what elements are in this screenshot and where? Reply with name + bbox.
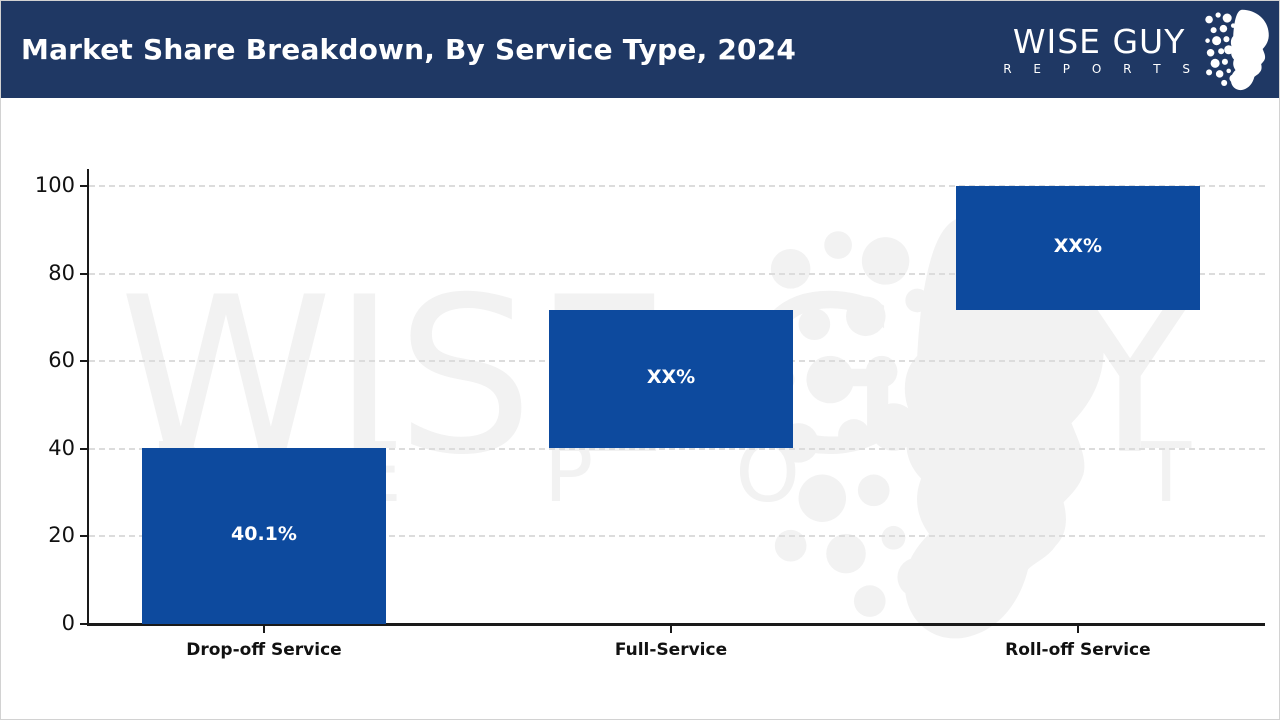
y-tick-label: 0 — [61, 611, 75, 635]
brand-wordmark: WISE GUY R E P O R T S — [999, 25, 1199, 76]
brand-wordmark-line1: WISE GUY — [1012, 22, 1186, 61]
y-tick-label: 20 — [48, 523, 75, 548]
y-axis — [87, 169, 89, 626]
brand-wordmark-line2: R E P O R T S — [1003, 62, 1199, 76]
y-tick-mark — [80, 623, 87, 625]
bar-value-label: XX% — [1053, 235, 1103, 258]
y-tick-label: 60 — [48, 348, 75, 373]
brand-logo: WISE GUY R E P O R T S — [999, 9, 1280, 92]
page-header: Market Share Breakdown, By Service Type,… — [1, 1, 1280, 98]
y-tick-mark — [80, 185, 87, 187]
page-title: Market Share Breakdown, By Service Type,… — [21, 33, 797, 66]
gridline-100 — [89, 185, 1265, 187]
x-tick-mark — [670, 626, 672, 633]
bar-value-label: XX% — [646, 366, 696, 389]
bar-value-label: 40.1% — [231, 523, 297, 546]
x-tick-mark — [262, 626, 265, 633]
y-tick-label: 80 — [48, 260, 75, 285]
bar-2 — [549, 310, 793, 449]
x-category-label: Full-Service — [614, 640, 728, 660]
brand-face-icon — [1203, 9, 1271, 92]
bar-1 — [141, 448, 386, 624]
gridline-20 — [89, 535, 1265, 538]
gridline-40 — [89, 447, 1265, 450]
y-tick-mark — [80, 272, 87, 275]
y-tick-label: 100 — [34, 173, 75, 197]
x-category-label: Drop-off Service — [186, 640, 342, 660]
x-tick-mark — [1076, 626, 1079, 633]
y-tick-label: 40 — [48, 435, 75, 460]
x-axis — [87, 623, 1265, 626]
gridline-80 — [89, 272, 1265, 275]
y-tick-mark — [80, 447, 87, 450]
y-tick-mark — [80, 360, 87, 363]
x-category-label: Roll-off Service — [1005, 640, 1151, 660]
y-tick-mark — [80, 535, 87, 538]
